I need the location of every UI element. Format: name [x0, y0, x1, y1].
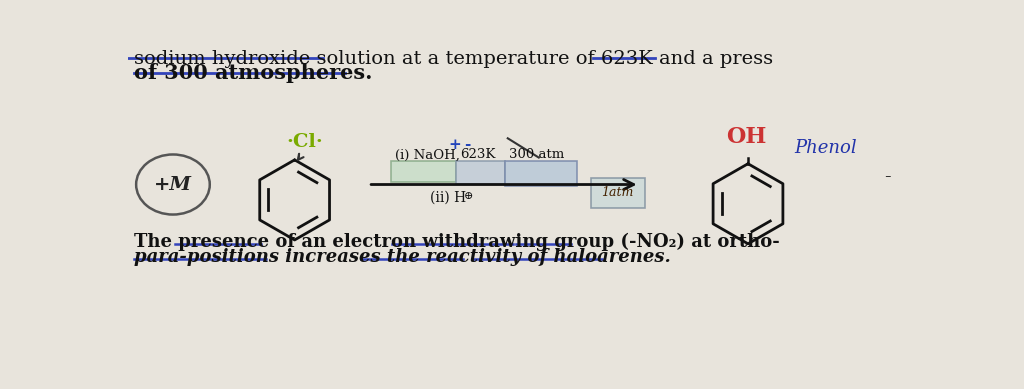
Text: +M: +M [154, 175, 191, 193]
Text: Phenol: Phenol [795, 138, 857, 156]
Text: 1atm: 1atm [602, 186, 634, 199]
Text: OH: OH [726, 126, 767, 148]
Text: sodium hydroxide solution at a temperature of 623K and a press: sodium hydroxide solution at a temperatu… [134, 50, 773, 68]
Text: para-positions increases the reactivity of haloarenes.: para-positions increases the reactivity … [134, 248, 671, 266]
FancyBboxPatch shape [391, 161, 456, 182]
Text: -: - [464, 138, 471, 152]
FancyBboxPatch shape [456, 161, 506, 184]
Text: ⊕: ⊕ [464, 191, 473, 201]
Text: 300 atm: 300 atm [509, 149, 564, 161]
Text: (i) NaOH,: (i) NaOH, [395, 149, 460, 161]
Text: +: + [449, 138, 462, 152]
Text: of 300 atmospheres.: of 300 atmospheres. [134, 63, 373, 83]
Text: 623K: 623K [460, 149, 495, 161]
Text: -: - [884, 168, 891, 186]
FancyBboxPatch shape [592, 178, 645, 208]
FancyBboxPatch shape [506, 161, 577, 186]
Text: ·Cl·: ·Cl· [287, 133, 324, 151]
Text: (ii) H: (ii) H [430, 191, 466, 205]
Text: The presence of an electron withdrawing group (-NO₂) at ortho-: The presence of an electron withdrawing … [134, 232, 780, 251]
